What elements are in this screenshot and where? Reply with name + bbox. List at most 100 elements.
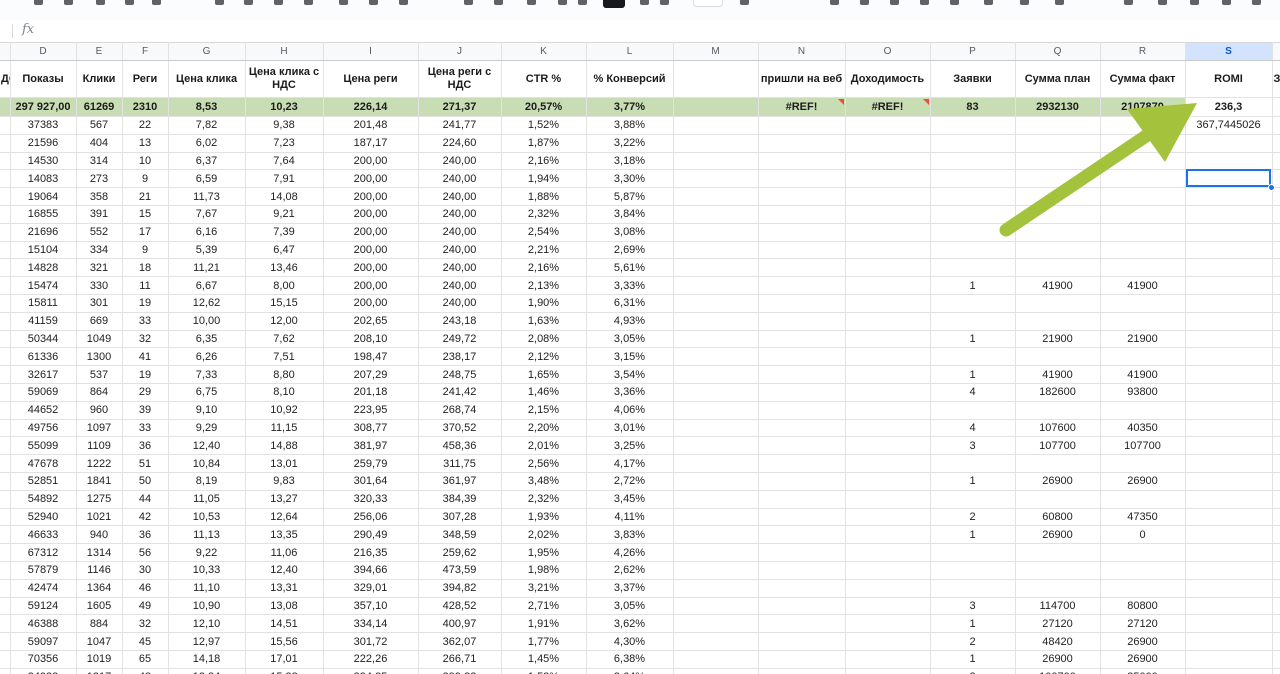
cell[interactable]: [673, 490, 759, 509]
cell[interactable]: [1185, 419, 1273, 438]
cell[interactable]: 240,00: [418, 223, 502, 242]
cell[interactable]: 7,39: [245, 223, 324, 242]
cell[interactable]: [930, 187, 1016, 206]
cell[interactable]: [1272, 472, 1280, 491]
cell[interactable]: 14,08: [245, 187, 324, 206]
header-cell[interactable]: Цена клика с НДС: [245, 60, 324, 98]
column-letter[interactable]: [0, 42, 11, 61]
cell[interactable]: 1,45%: [501, 650, 587, 669]
cell[interactable]: 12,62: [168, 294, 246, 313]
cell[interactable]: [845, 152, 931, 171]
cell[interactable]: 200,00: [323, 152, 419, 171]
cell[interactable]: [1100, 579, 1186, 598]
cell[interactable]: [0, 347, 11, 367]
total-cell[interactable]: [1272, 97, 1280, 117]
cell[interactable]: 537: [76, 365, 123, 384]
cell[interactable]: [1272, 632, 1280, 651]
cell[interactable]: 57879: [10, 561, 77, 580]
cell[interactable]: [930, 223, 1016, 242]
cell[interactable]: 2: [930, 668, 1016, 674]
cell[interactable]: 2: [930, 632, 1016, 651]
cell[interactable]: [845, 347, 931, 367]
cell[interactable]: 10,00: [168, 312, 246, 331]
cell[interactable]: 391: [76, 205, 123, 224]
cell[interactable]: 41900: [1100, 276, 1186, 295]
cell[interactable]: 49756: [10, 419, 77, 438]
cell[interactable]: [1015, 205, 1101, 224]
cell[interactable]: [1100, 294, 1186, 313]
cell[interactable]: 52940: [10, 508, 77, 527]
cell[interactable]: 567: [76, 116, 123, 135]
cell[interactable]: [1185, 169, 1273, 189]
cell[interactable]: [1185, 668, 1273, 674]
cell[interactable]: 6,02: [168, 134, 246, 153]
header-cell[interactable]: Доходимость: [845, 60, 931, 98]
cell[interactable]: 7,23: [245, 134, 324, 153]
cell[interactable]: [673, 383, 759, 402]
cell[interactable]: [845, 187, 931, 206]
cell[interactable]: [1015, 152, 1101, 171]
cell[interactable]: [930, 312, 1016, 331]
header-cell[interactable]: З: [1272, 60, 1280, 98]
cell[interactable]: 3,15%: [586, 347, 674, 367]
cell[interactable]: [1272, 258, 1280, 278]
cell[interactable]: [845, 614, 931, 634]
cell[interactable]: 107600: [1015, 419, 1101, 438]
cell[interactable]: [1185, 436, 1273, 456]
cell[interactable]: 182600: [1015, 383, 1101, 402]
cell[interactable]: 9,21: [245, 205, 324, 224]
cell[interactable]: 32: [122, 614, 169, 634]
total-cell[interactable]: [0, 97, 11, 117]
cell[interactable]: 85000: [1100, 668, 1186, 674]
cell[interactable]: 200,00: [323, 276, 419, 295]
cell[interactable]: 2,69%: [586, 241, 674, 260]
cell[interactable]: 3,64%: [586, 668, 674, 674]
cell[interactable]: 334: [76, 241, 123, 260]
cell[interactable]: [1272, 383, 1280, 402]
cell[interactable]: 1,63%: [501, 312, 587, 331]
column-letter[interactable]: S: [1185, 42, 1273, 61]
cell[interactable]: [0, 223, 11, 242]
cell[interactable]: [673, 294, 759, 313]
cell[interactable]: [758, 241, 846, 260]
cell[interactable]: 2,16%: [501, 152, 587, 171]
cell[interactable]: [1015, 579, 1101, 598]
cell[interactable]: 268,74: [418, 401, 502, 420]
cell[interactable]: [1185, 276, 1273, 295]
cell[interactable]: [0, 134, 11, 153]
cell[interactable]: 80800: [1100, 597, 1186, 616]
cell[interactable]: 9,29: [168, 419, 246, 438]
cell[interactable]: 1047: [76, 632, 123, 651]
cell[interactable]: [673, 472, 759, 491]
cell[interactable]: 13,35: [245, 525, 324, 545]
cell[interactable]: 3: [930, 597, 1016, 616]
column-letter[interactable]: G: [168, 42, 246, 61]
cell[interactable]: [673, 543, 759, 562]
cell[interactable]: 4,11%: [586, 508, 674, 527]
cell[interactable]: 314: [76, 152, 123, 171]
cell[interactable]: 2,08%: [501, 330, 587, 349]
cell[interactable]: 10,84: [168, 454, 246, 473]
cell[interactable]: 1: [930, 650, 1016, 669]
cell[interactable]: [845, 294, 931, 313]
cell[interactable]: 381,97: [323, 436, 419, 456]
fill-handle[interactable]: [1268, 184, 1275, 191]
cell[interactable]: [845, 508, 931, 527]
cell[interactable]: 1: [930, 525, 1016, 545]
cell[interactable]: 11,15: [245, 419, 324, 438]
cell[interactable]: [845, 383, 931, 402]
cell[interactable]: 4,30%: [586, 632, 674, 651]
cell[interactable]: 357,10: [323, 597, 419, 616]
cell[interactable]: 2,32%: [501, 490, 587, 509]
cell[interactable]: 200,00: [323, 294, 419, 313]
cell[interactable]: 7,33: [168, 365, 246, 384]
cell[interactable]: [673, 419, 759, 438]
cell[interactable]: [1185, 543, 1273, 562]
cell[interactable]: 3,83%: [586, 525, 674, 545]
total-cell[interactable]: 20,57%: [501, 97, 587, 117]
cell[interactable]: 301: [76, 294, 123, 313]
cell[interactable]: 240,00: [418, 152, 502, 171]
cell[interactable]: 308,77: [323, 419, 419, 438]
cell[interactable]: 100700: [1015, 668, 1101, 674]
cell[interactable]: 361,97: [418, 472, 502, 491]
